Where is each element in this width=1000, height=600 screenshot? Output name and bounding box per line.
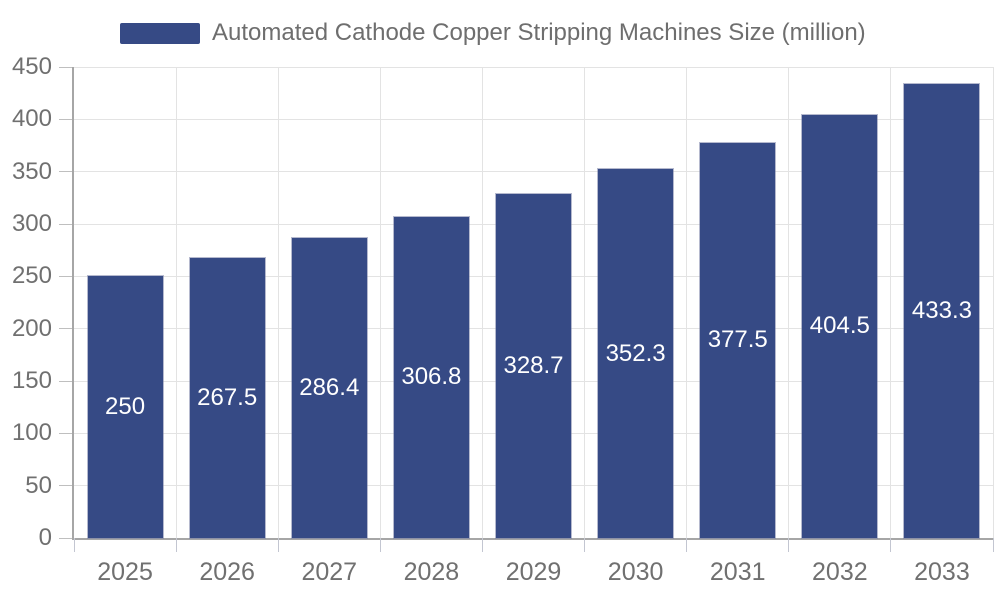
x-tick-label-2027: 2027 — [301, 558, 358, 586]
y-tick-label: 400 — [11, 105, 52, 133]
bar-2031[interactable] — [700, 142, 776, 538]
y-gridline — [74, 66, 993, 68]
bar-2027[interactable] — [291, 238, 367, 538]
x-axis-tick — [175, 538, 177, 552]
y-tick-label: 50 — [25, 471, 52, 499]
x-tick-label-2029: 2029 — [505, 558, 562, 586]
y-tick-label: 100 — [11, 419, 52, 447]
y-tick-label: 450 — [11, 53, 52, 80]
y-gridline — [74, 171, 993, 173]
x-gridline — [584, 67, 586, 538]
x-tick-label-2032: 2032 — [812, 558, 868, 586]
y-tick-label: 200 — [11, 314, 52, 342]
x-axis-tick — [73, 538, 75, 552]
x-gridline — [379, 67, 381, 538]
y-axis-tick — [59, 537, 72, 539]
x-gridline — [686, 67, 688, 538]
x-tick-label-2026: 2026 — [199, 558, 255, 586]
y-axis-tick — [59, 328, 72, 330]
bar-2028[interactable] — [393, 216, 469, 538]
x-tick-label-2025: 2025 — [97, 558, 153, 586]
y-axis-line — [72, 67, 74, 538]
y-tick-label: 350 — [11, 157, 52, 185]
x-axis-line — [72, 538, 993, 540]
x-axis-tick — [992, 538, 994, 552]
y-axis-tick — [59, 485, 72, 487]
legend-swatch — [120, 22, 200, 44]
y-tick-label: 250 — [11, 262, 52, 290]
x-gridline — [481, 67, 483, 538]
plot-area: 0 50 100 150 200 250 300 350 400 450 250 2025 267.5 2… — [12, 53, 994, 586]
x-axis-tick — [686, 538, 688, 552]
y-axis-tick — [59, 171, 72, 173]
y-axis-tick — [59, 118, 72, 120]
x-axis-tick — [788, 538, 790, 552]
bar-2033[interactable] — [904, 84, 980, 538]
bar-2025[interactable] — [87, 276, 163, 538]
legend-label: Automated Cathode Copper Stripping Machi… — [212, 19, 866, 46]
x-gridline — [890, 67, 892, 538]
x-axis-tick — [379, 538, 381, 552]
bar-2030[interactable] — [598, 169, 674, 538]
y-axis-tick — [59, 66, 72, 68]
x-axis-tick — [890, 538, 892, 552]
bar-2029[interactable] — [496, 193, 571, 538]
y-axis-tick — [59, 223, 72, 225]
bar-2026[interactable] — [189, 258, 265, 538]
y-axis-tick — [59, 432, 72, 434]
x-gridline — [992, 67, 994, 538]
bar-2032[interactable] — [802, 114, 878, 538]
y-axis-tick — [59, 380, 72, 382]
y-tick-label: 300 — [11, 210, 52, 237]
y-gridline — [74, 118, 993, 120]
x-tick-label-2031: 2031 — [709, 558, 766, 586]
y-tick-label: 150 — [11, 367, 52, 394]
legend-item[interactable]: Automated Cathode Copper Stripping Machi… — [120, 18, 866, 48]
x-tick-label-2028: 2028 — [403, 558, 460, 586]
x-tick-label-2033: 2033 — [914, 558, 970, 586]
x-gridline — [175, 67, 177, 538]
y-tick-label: 0 — [38, 524, 52, 551]
x-axis-tick — [481, 538, 483, 552]
x-axis-tick — [584, 538, 586, 552]
y-axis-tick — [59, 275, 72, 277]
x-gridline — [788, 67, 790, 538]
x-tick-label-2030: 2030 — [607, 558, 664, 586]
x-axis-tick — [277, 538, 279, 552]
x-gridline — [277, 67, 279, 538]
